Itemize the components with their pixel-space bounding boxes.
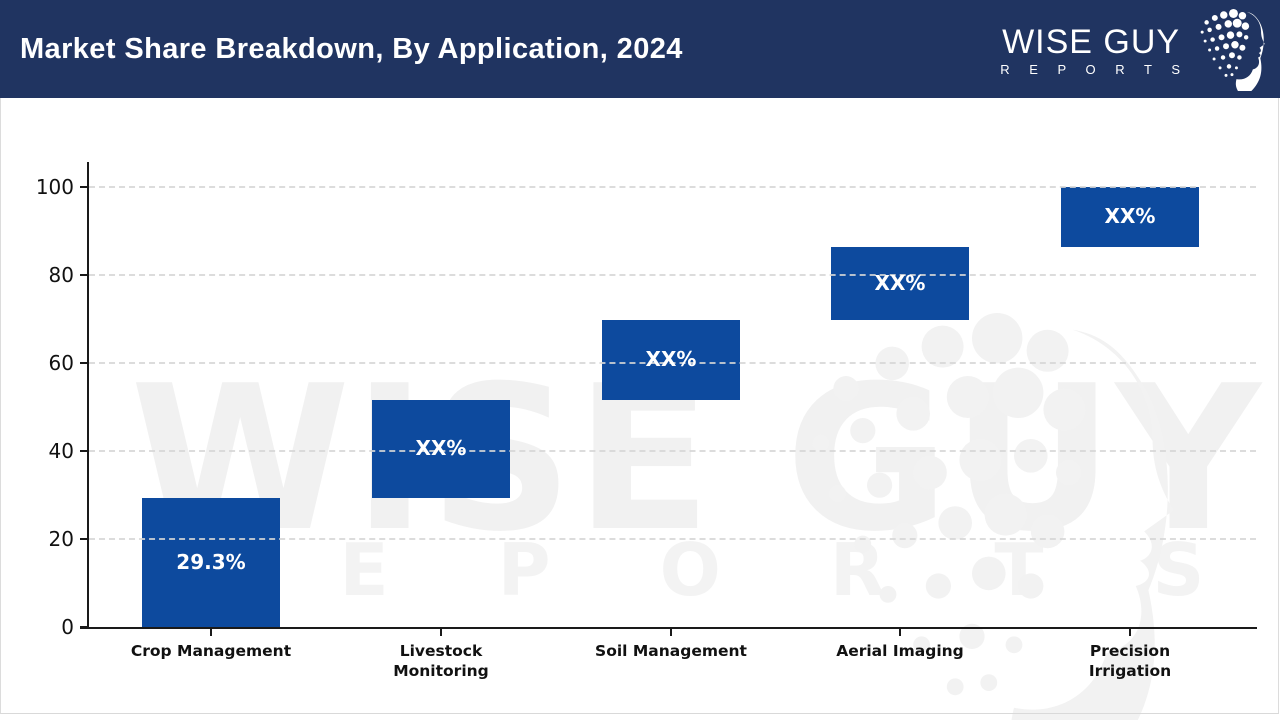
gridline [89,274,1256,276]
y-tick-mark [80,450,87,452]
y-tick-mark [80,626,87,628]
gridline [89,538,1256,540]
x-category-label: Crop Management [130,642,292,660]
x-category-label: Precision Irrigation [1088,642,1172,680]
y-tick-mark [80,186,87,188]
y-tick-label: 100 [35,175,74,199]
brand-wordmark: WISE GUY [1002,22,1181,61]
y-axis [87,162,89,629]
x-axis [80,627,1257,629]
face-logo-icon [1200,9,1265,91]
x-tick-mark [670,629,672,636]
bar-value-label: XX% [415,436,467,461]
watermark-face-icon [812,313,1174,720]
bar [602,319,740,401]
bar [831,247,969,320]
y-tick-label: 20 [48,527,74,551]
bar [372,400,510,499]
brand-logo-text: WISE GUY R E P O R T S [994,24,1188,77]
brand-logo: WISE GUY R E P O R T S [994,8,1268,92]
y-tick-mark [80,538,87,540]
y-tick-mark [80,274,87,276]
gridline [89,362,1256,364]
bar-value-label: XX% [645,347,697,372]
x-category-label: Aerial Imaging [836,642,964,660]
y-tick-label: 0 [61,615,74,639]
page-title: Market Share Breakdown, By Application, … [20,32,683,65]
y-tick-mark [80,362,87,364]
bar-value-label: 29.3% [176,549,246,574]
x-tick-mark [1129,629,1131,636]
header: Market Share Breakdown, By Application, … [0,0,1280,98]
brand-subtext: R E P O R T S [1000,61,1188,77]
y-tick-label: 80 [48,263,74,287]
bar [1061,187,1199,248]
x-tick-mark [899,629,901,636]
x-tick-mark [210,629,212,636]
bar-value-label: XX% [874,270,926,295]
bar [142,498,280,627]
y-tick-label: 40 [48,439,74,463]
x-tick-mark [440,629,442,636]
x-category-label: Livestock Monitoring [393,642,489,680]
gridline [89,186,1256,188]
y-tick-label: 60 [48,351,74,375]
gridline [89,450,1256,452]
bar-value-label: XX% [1104,204,1156,229]
x-category-label: Soil Management [595,642,747,660]
